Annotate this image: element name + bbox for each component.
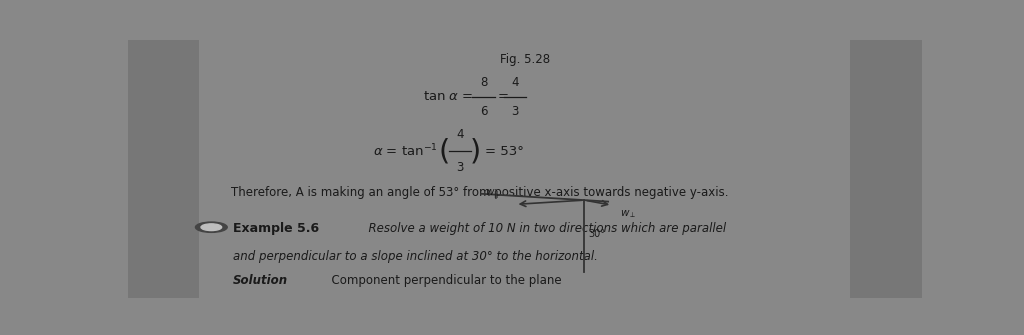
Text: tan $\alpha$ =: tan $\alpha$ = [423,90,473,104]
Text: 3: 3 [456,161,464,175]
Text: Therefore, A is making an angle of 53° from positive x-axis towards negative y-a: Therefore, A is making an angle of 53° f… [231,186,729,199]
Circle shape [201,224,221,230]
Text: 6: 6 [480,105,487,118]
Text: $w_{\perp}$: $w_{\perp}$ [620,208,637,220]
Text: = 53°: = 53° [485,145,524,158]
Text: Example 5.6: Example 5.6 [232,222,318,235]
Text: 4: 4 [456,128,464,141]
Text: Resolve a weight of 10 N in two directions which are parallel: Resolve a weight of 10 N in two directio… [360,222,726,235]
Text: $($: $($ [438,137,450,165]
Text: $\alpha$ = tan$^{-1}$: $\alpha$ = tan$^{-1}$ [373,143,437,159]
Text: $w_{\rm ||}$: $w_{\rm ||}$ [485,187,500,201]
Text: 4: 4 [512,76,519,89]
Text: =: = [498,90,509,104]
Text: 8: 8 [480,76,487,89]
Bar [850,40,922,298]
Text: and perpendicular to a slope inclined at 30° to the horizontal.: and perpendicular to a slope inclined at… [232,250,598,263]
Bar [128,40,200,298]
Circle shape [196,222,227,232]
Text: $)$: $)$ [469,137,480,165]
Text: Solution: Solution [232,274,288,287]
Text: 3: 3 [512,105,519,118]
Text: Component perpendicular to the plane: Component perpendicular to the plane [324,274,561,287]
Text: 30°: 30° [588,229,605,239]
Text: Fig. 5.28: Fig. 5.28 [500,53,550,66]
